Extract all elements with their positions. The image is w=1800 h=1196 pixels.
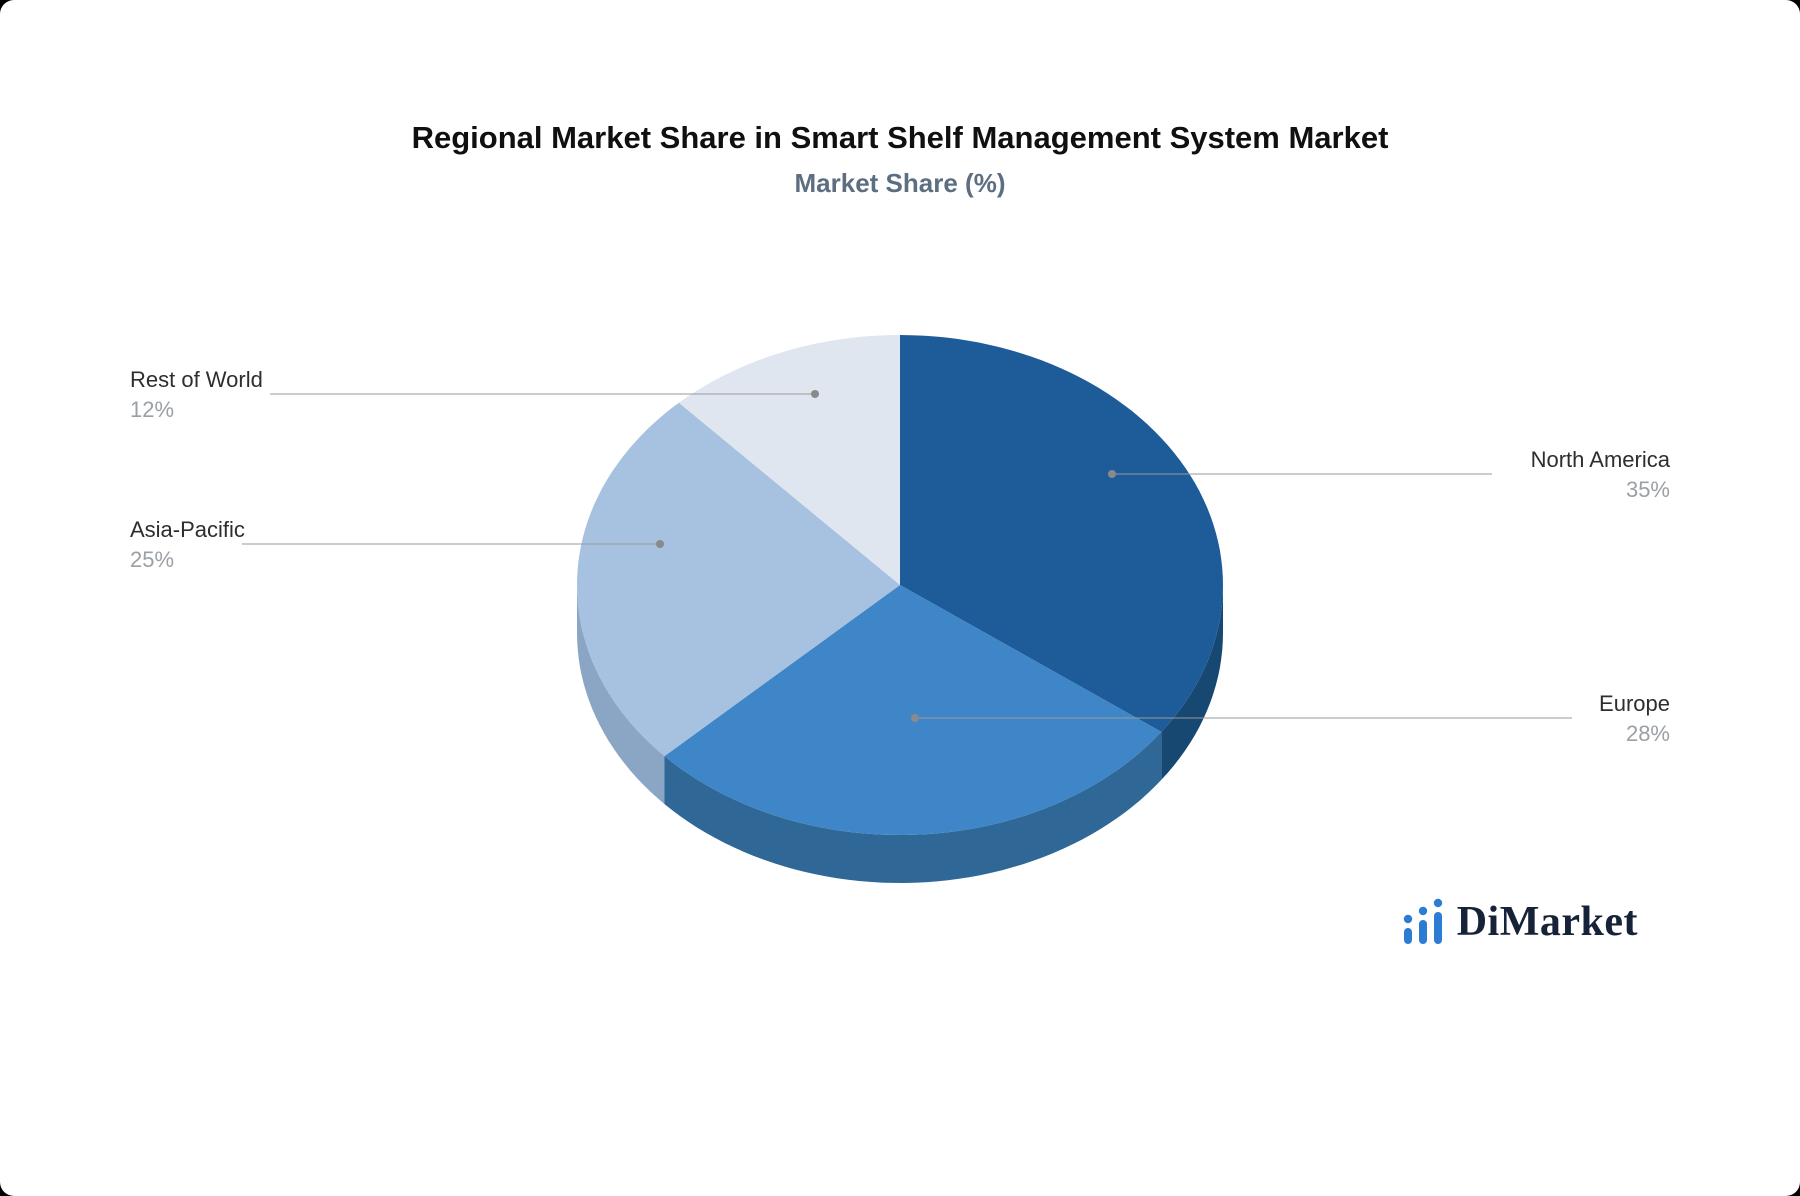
slice-label-europe: Europe 28%	[1599, 690, 1670, 746]
pie-side-north-america	[1161, 585, 1223, 780]
pie-slices	[577, 335, 1223, 835]
slice-label-rest-of-world: Rest of World 12%	[130, 366, 263, 422]
bar-chart-icon	[1403, 898, 1442, 944]
slice-label-name: Asia-Pacific	[130, 517, 245, 542]
leader-lines	[242, 390, 1572, 722]
pie-slice-rest-of-world	[678, 335, 900, 585]
pie-3d-sides	[577, 585, 1223, 883]
brand-logo: DiMarket	[1402, 898, 1638, 946]
slice-label-asia-pacific: Asia-Pacific 25%	[130, 516, 245, 572]
slice-label-north-america: North America 35%	[1531, 446, 1670, 502]
slice-label-value: 28%	[1625, 721, 1670, 746]
slice-label-value: 25%	[130, 547, 175, 572]
slice-label-value: 35%	[1625, 477, 1670, 502]
brand-name: DiMarket	[1456, 899, 1638, 945]
slice-label-value: 12%	[130, 397, 175, 422]
pie-slice-north-america	[900, 335, 1223, 732]
slice-label-name: North America	[1530, 447, 1670, 472]
pie-slice-asia-pacific	[577, 402, 900, 757]
leader-dot-north-america	[1108, 470, 1116, 478]
pie-side-europe	[664, 731, 1162, 883]
pie-slice-europe	[664, 585, 1162, 835]
slice-label-name: Europe	[1599, 691, 1670, 716]
slice-label-name: Rest of World	[130, 367, 263, 392]
pie-side-asia-pacific	[577, 585, 665, 805]
chart-subtitle: Market Share (%)	[794, 168, 1006, 198]
leader-dot-rest-of-world	[811, 390, 819, 398]
leader-dot-europe	[911, 714, 919, 722]
leader-dot-asia-pacific	[656, 540, 664, 548]
chart-title: Regional Market Share in Smart Shelf Man…	[411, 120, 1389, 155]
